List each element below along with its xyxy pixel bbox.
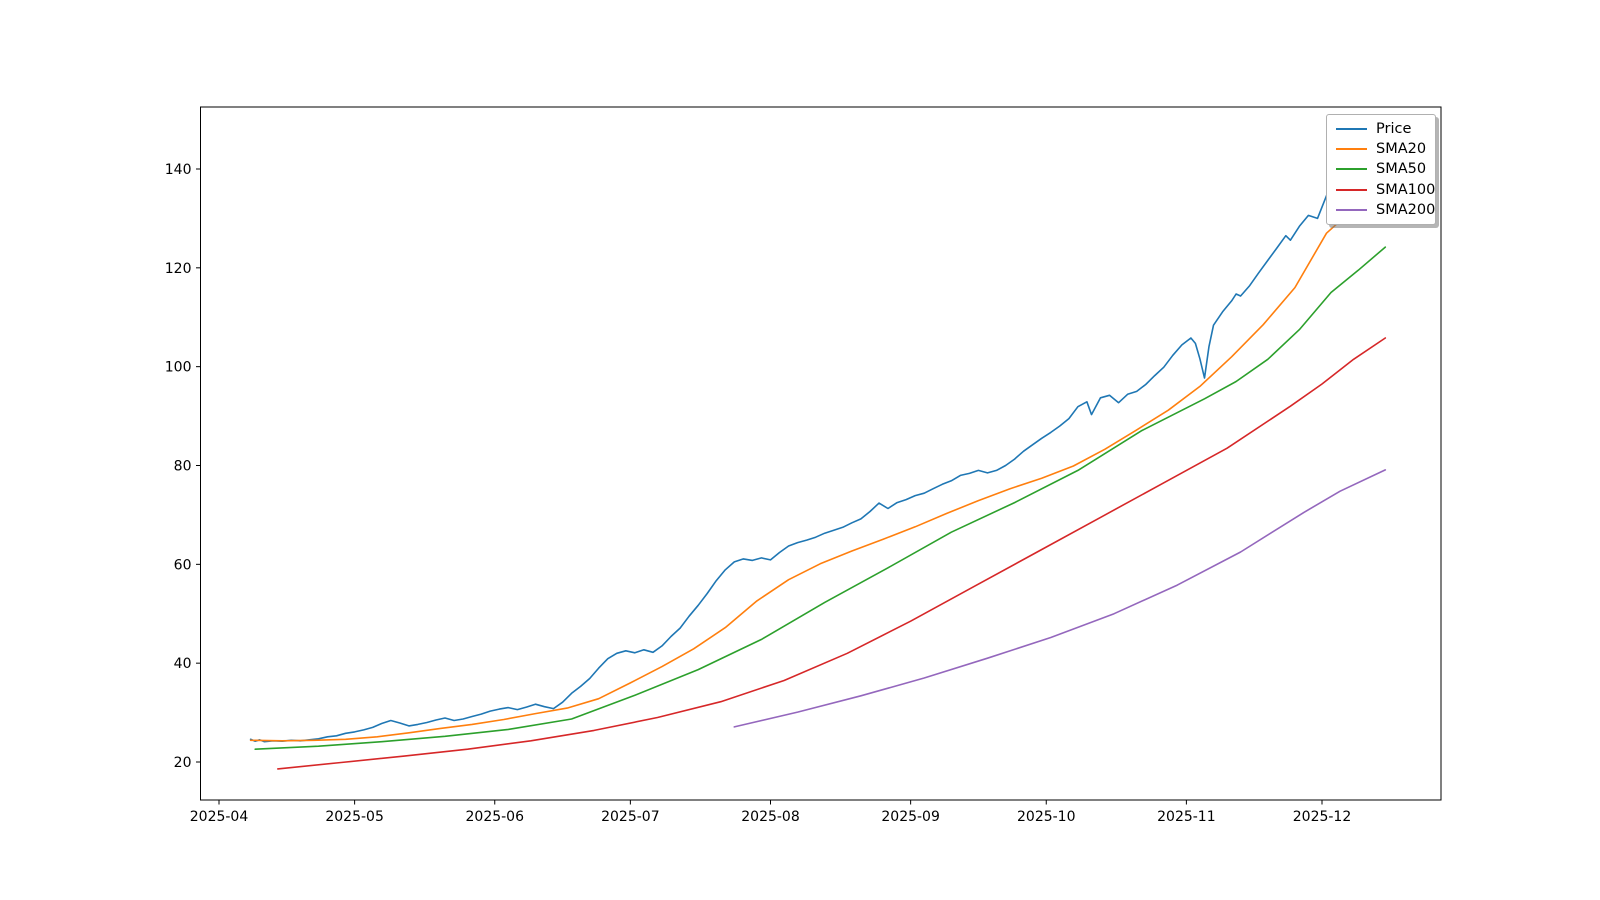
- legend-label: SMA200: [1376, 201, 1436, 218]
- legend-item-sma20: SMA20: [1336, 139, 1426, 159]
- legend-label: Price: [1376, 121, 1412, 138]
- x-tick-label: 2025-08: [741, 809, 800, 825]
- y-tick-label: 60: [174, 557, 192, 573]
- axes-spines: [200, 106, 1442, 801]
- legend-label: SMA100: [1376, 181, 1436, 198]
- x-tick-label: 2025-07: [601, 809, 660, 825]
- legend-line-sample-sma100: [1336, 188, 1367, 191]
- legend-line-sample-price: [1336, 128, 1367, 131]
- legend-line-sample-sma200: [1336, 208, 1367, 211]
- series-lines: [249, 145, 1387, 770]
- legend-line-sample-sma20: [1336, 148, 1367, 151]
- legend-label: SMA50: [1376, 161, 1427, 178]
- y-tick-label: 140: [165, 162, 192, 178]
- sma200-line: [733, 469, 1387, 728]
- legend-item-sma100: SMA100: [1336, 180, 1435, 200]
- y-tick-label: 120: [165, 261, 192, 277]
- y-tick-label: 40: [174, 656, 192, 672]
- sma50-line: [254, 246, 1387, 751]
- legend-item-sma200: SMA200: [1336, 200, 1435, 220]
- chart-legend: Price SMA20 SMA50 SMA100 SMA200: [1326, 114, 1436, 225]
- price-line: [249, 145, 1387, 743]
- x-tick-label: 2025-06: [466, 809, 525, 825]
- y-tick-label: 20: [174, 755, 192, 771]
- x-tick-label: 2025-05: [325, 809, 384, 825]
- x-tick-label: 2025-11: [1157, 809, 1216, 825]
- legend-item-price: Price: [1336, 119, 1426, 139]
- legend-item-sma50: SMA50: [1336, 159, 1426, 179]
- sma100-line: [276, 337, 1387, 770]
- y-tick-label: 100: [165, 360, 192, 376]
- x-tick-label: 2025-04: [190, 809, 249, 825]
- sma20-line: [249, 180, 1387, 742]
- x-tick-label: 2025-10: [1017, 809, 1076, 825]
- y-tick-label: 80: [174, 458, 192, 474]
- x-tick-label: 2025-09: [881, 809, 940, 825]
- legend-label: SMA20: [1376, 141, 1427, 158]
- legend-line-sample-sma50: [1336, 168, 1367, 171]
- x-tick-label: 2025-12: [1293, 809, 1352, 825]
